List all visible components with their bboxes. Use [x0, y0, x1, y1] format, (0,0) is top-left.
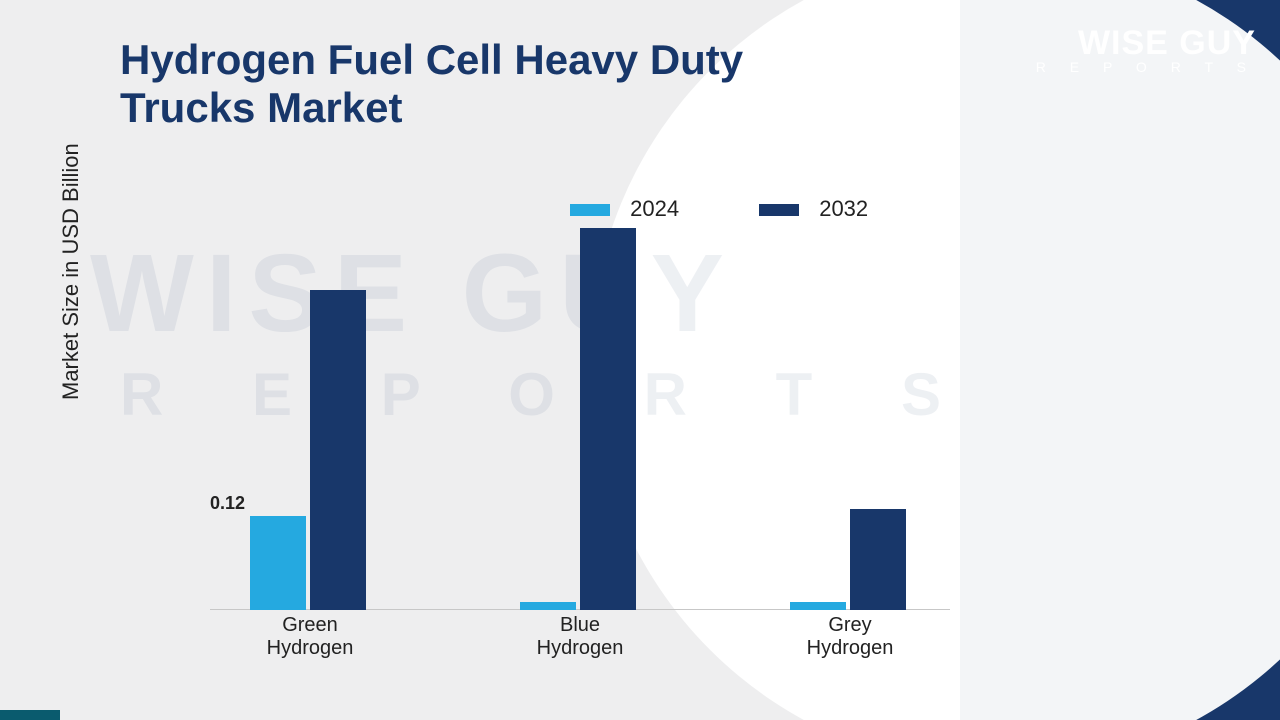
legend-label-2024: 2024 — [630, 196, 679, 221]
x-axis-category-label: GreyHydrogen — [750, 610, 950, 660]
bar-2032 — [580, 228, 636, 610]
legend-swatch-2032 — [759, 204, 799, 216]
bottom-accent — [0, 710, 60, 720]
legend: 2024 2032 — [570, 196, 868, 222]
y-axis-label: Market Size in USD Billion — [58, 143, 84, 400]
logo-line1: WISE GUY — [1036, 24, 1256, 63]
bar-2032 — [310, 290, 366, 610]
legend-label-2032: 2032 — [819, 196, 868, 221]
page-root: WISE GUY R E P O R T S WISE GUY R E P O … — [0, 0, 1280, 720]
bar-2024 — [250, 516, 306, 610]
legend-item-2024: 2024 — [570, 196, 679, 222]
chart-title: Hydrogen Fuel Cell Heavy Duty Trucks Mar… — [120, 36, 760, 133]
x-axis-category-label: GreenHydrogen — [210, 610, 410, 660]
bar-2024 — [520, 602, 576, 610]
x-axis-category-label: BlueHydrogen — [480, 610, 680, 660]
bar-value-label: 0.12 — [210, 493, 245, 514]
chart-area: 0.12GreenHydrogenBlueHydrogenGreyHydroge… — [130, 220, 950, 650]
plot-area: 0.12GreenHydrogenBlueHydrogenGreyHydroge… — [210, 220, 950, 610]
logo: WISE GUY R E P O R T S — [1036, 24, 1256, 75]
legend-item-2032: 2032 — [759, 196, 868, 222]
legend-swatch-2024 — [570, 204, 610, 216]
bar-2032 — [850, 509, 906, 610]
bar-2024 — [790, 602, 846, 610]
logo-line2: R E P O R T S — [1036, 59, 1256, 75]
